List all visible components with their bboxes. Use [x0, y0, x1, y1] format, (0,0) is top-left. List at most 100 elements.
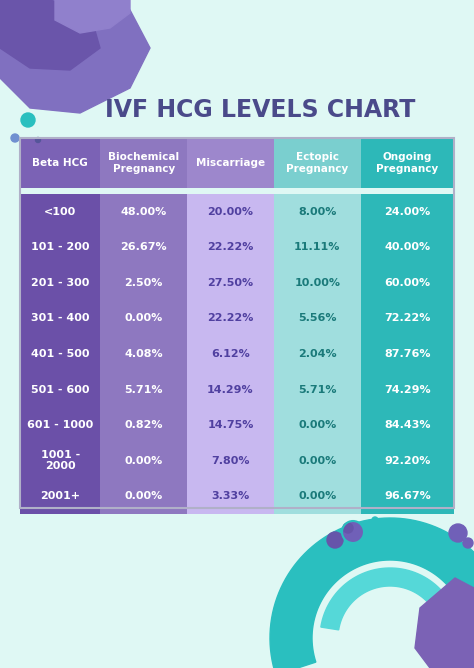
Text: 24.00%: 24.00% [384, 207, 430, 217]
Text: 40.00%: 40.00% [384, 242, 430, 253]
Text: Beta HCG: Beta HCG [32, 158, 88, 168]
Bar [274, 443, 361, 478]
Bar [187, 194, 274, 230]
Text: 0.82%: 0.82% [125, 420, 163, 430]
Text: 4.08%: 4.08% [124, 349, 163, 359]
Text: 20.00%: 20.00% [208, 207, 254, 217]
Text: IVF HCG LEVELS CHART: IVF HCG LEVELS CHART [105, 98, 415, 122]
Text: Ongoing
Pregnancy: Ongoing Pregnancy [376, 152, 438, 174]
Bar [20, 336, 100, 372]
Bar [361, 230, 454, 265]
Text: 601 - 1000: 601 - 1000 [27, 420, 93, 430]
Text: 0.00%: 0.00% [298, 420, 337, 430]
Text: 26.67%: 26.67% [120, 242, 167, 253]
Text: 0.00%: 0.00% [125, 456, 163, 466]
Bar [187, 372, 274, 407]
Text: 501 - 600: 501 - 600 [31, 385, 90, 395]
Text: 5.71%: 5.71% [298, 385, 337, 395]
Text: 7.80%: 7.80% [211, 456, 250, 466]
Text: 101 - 200: 101 - 200 [31, 242, 90, 253]
Text: 0.00%: 0.00% [125, 491, 163, 501]
Bar [361, 194, 454, 230]
Circle shape [36, 138, 40, 142]
Text: 5.71%: 5.71% [125, 385, 163, 395]
Bar [100, 265, 187, 301]
Bar [361, 372, 454, 407]
Bar [187, 407, 274, 443]
Bar [187, 138, 274, 188]
Circle shape [463, 538, 473, 548]
Text: Biochemical
Pregnancy: Biochemical Pregnancy [108, 152, 179, 174]
Bar [274, 230, 361, 265]
Bar [100, 443, 187, 478]
Text: <100: <100 [44, 207, 76, 217]
Text: 0.00%: 0.00% [298, 491, 337, 501]
Text: 92.20%: 92.20% [384, 456, 430, 466]
Text: 5.56%: 5.56% [298, 313, 337, 323]
Bar [187, 443, 274, 478]
Bar [100, 230, 187, 265]
Circle shape [449, 524, 467, 542]
Bar [361, 301, 454, 336]
Bar [361, 478, 454, 514]
Bar [20, 230, 100, 265]
Text: 14.29%: 14.29% [207, 385, 254, 395]
Bar [361, 336, 454, 372]
Bar [100, 194, 187, 230]
Bar [100, 138, 187, 188]
Text: 10.00%: 10.00% [294, 278, 340, 288]
Bar [361, 265, 454, 301]
Bar [274, 194, 361, 230]
Bar [20, 265, 100, 301]
Text: 8.00%: 8.00% [298, 207, 337, 217]
Bar [274, 336, 361, 372]
Bar [20, 443, 100, 478]
Circle shape [343, 522, 363, 542]
Text: 87.76%: 87.76% [384, 349, 430, 359]
Text: Miscarriage: Miscarriage [196, 158, 265, 168]
Bar [100, 407, 187, 443]
Bar [274, 138, 361, 188]
Polygon shape [270, 518, 474, 668]
Text: 22.22%: 22.22% [207, 242, 254, 253]
Bar [20, 372, 100, 407]
Text: 201 - 300: 201 - 300 [31, 278, 89, 288]
Polygon shape [415, 578, 474, 668]
Bar [20, 138, 454, 508]
Bar [274, 372, 361, 407]
Text: 74.29%: 74.29% [384, 385, 431, 395]
Text: 84.43%: 84.43% [384, 420, 430, 430]
Bar [20, 138, 100, 188]
Circle shape [11, 134, 19, 142]
Bar [187, 265, 274, 301]
Text: 60.00%: 60.00% [384, 278, 430, 288]
Bar [187, 336, 274, 372]
Text: 2001+: 2001+ [40, 491, 80, 501]
Bar [20, 188, 454, 194]
Text: 22.22%: 22.22% [207, 313, 254, 323]
Bar [187, 301, 274, 336]
Bar [274, 407, 361, 443]
Text: Ectopic
Pregnancy: Ectopic Pregnancy [286, 152, 348, 174]
Polygon shape [55, 0, 130, 33]
Text: 2.04%: 2.04% [298, 349, 337, 359]
Circle shape [361, 539, 369, 547]
Bar [20, 478, 100, 514]
Bar [274, 265, 361, 301]
Bar [361, 443, 454, 478]
Circle shape [343, 523, 353, 533]
Polygon shape [0, 0, 100, 70]
Bar [361, 407, 454, 443]
Bar [100, 301, 187, 336]
Text: 72.22%: 72.22% [384, 313, 430, 323]
Bar [187, 230, 274, 265]
Bar [361, 138, 454, 188]
Text: 0.00%: 0.00% [125, 313, 163, 323]
Circle shape [21, 113, 35, 127]
Bar [100, 372, 187, 407]
Polygon shape [321, 568, 459, 630]
Text: 14.75%: 14.75% [207, 420, 254, 430]
Bar [187, 478, 274, 514]
Bar [20, 407, 100, 443]
Bar [20, 301, 100, 336]
